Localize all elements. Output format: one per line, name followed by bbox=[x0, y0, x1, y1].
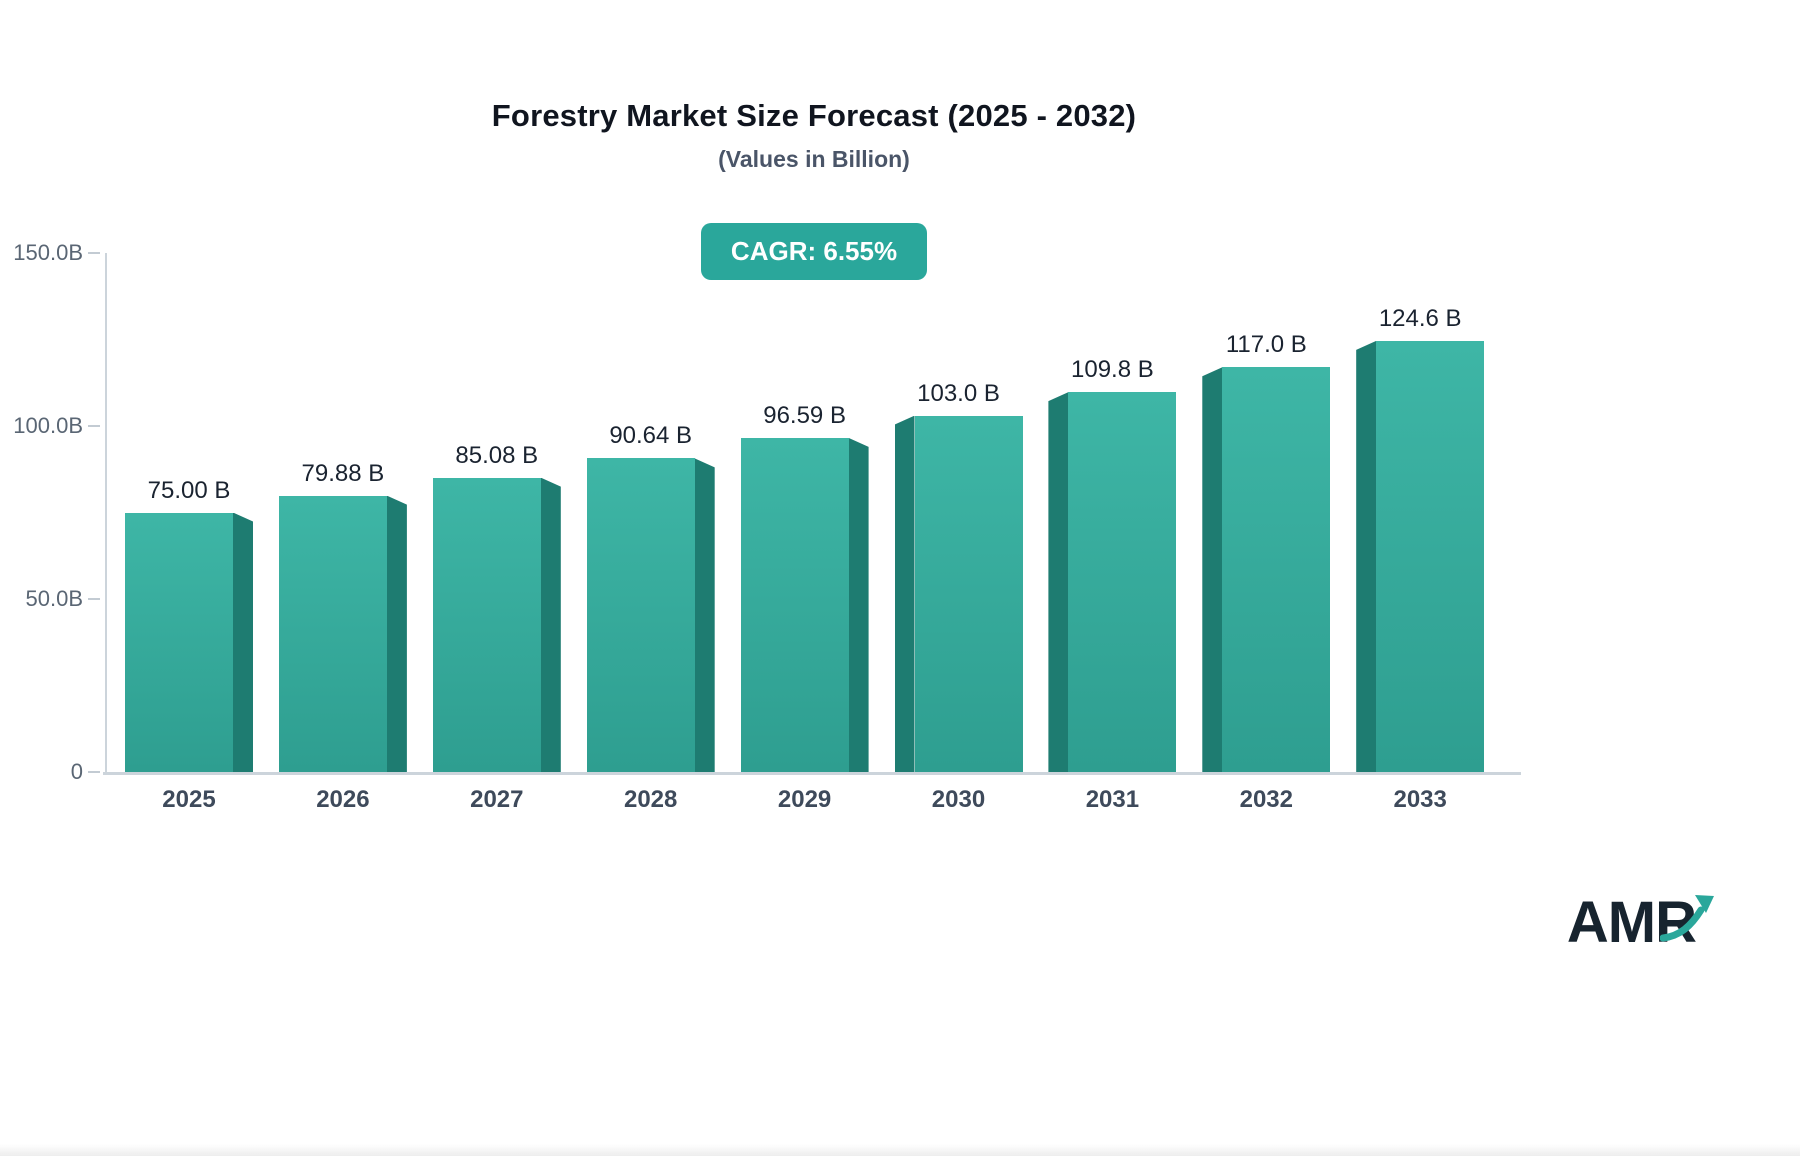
bar-face bbox=[1376, 340, 1485, 772]
badge-row: CAGR: 6.55% bbox=[105, 173, 1523, 280]
chart-title: Forestry Market Size Forecast (2025 - 20… bbox=[491, 98, 1137, 133]
y-axis-tick bbox=[88, 425, 100, 427]
bar-value-label: 85.08 B bbox=[455, 441, 539, 469]
y-axis-tick-label: 150.0B bbox=[13, 240, 83, 265]
bar-value-label: 103.0 B bbox=[917, 379, 1000, 407]
x-axis-label: 2028 bbox=[623, 786, 678, 813]
bar-side-shadow bbox=[1356, 340, 1377, 772]
bar-2031 bbox=[1048, 392, 1177, 772]
bar-face bbox=[1222, 367, 1331, 772]
amr-logo-text: AMR bbox=[1566, 890, 1697, 955]
x-axis-label: 2033 bbox=[1393, 786, 1447, 813]
bar-side-shadow bbox=[894, 415, 915, 772]
y-axis-line bbox=[105, 253, 107, 772]
y-axis-tick-label: 100.0B bbox=[13, 413, 83, 438]
x-axis-label: 2027 bbox=[470, 786, 524, 813]
bar-2025 bbox=[125, 512, 253, 772]
bar-2032 bbox=[1202, 367, 1331, 772]
bar-face bbox=[740, 437, 849, 772]
bar-value-label: 90.64 B bbox=[609, 422, 693, 450]
bar-side-shadow bbox=[540, 477, 561, 772]
y-axis-tick bbox=[88, 252, 100, 254]
y-axis-tick-label: 50.0B bbox=[25, 586, 84, 611]
bar-value-label: 109.8 B bbox=[1071, 356, 1154, 384]
x-axis-label: 2030 bbox=[931, 786, 986, 813]
bar-2030 bbox=[894, 415, 1023, 772]
chart-subtitle: (Values in Billion) bbox=[718, 146, 910, 172]
bar-2027 bbox=[432, 477, 561, 772]
bar-side-shadow bbox=[694, 458, 715, 772]
bar-face bbox=[125, 512, 233, 772]
bar-value-label: 96.59 B bbox=[763, 401, 846, 429]
plot-area: 150.0B 100.0B 50.0B 0 75.00 B 79.88 B 85.08 B… bbox=[13, 240, 1523, 813]
bottom-edge-fade bbox=[0, 1144, 1800, 1156]
bar-side-shadow bbox=[1202, 367, 1223, 772]
bar-face bbox=[432, 477, 541, 772]
bar-face bbox=[278, 495, 387, 772]
x-axis-label: 2029 bbox=[777, 786, 832, 813]
bar-value-label: 117.0 B bbox=[1225, 331, 1307, 359]
bar-value-label: 79.88 B bbox=[301, 459, 385, 487]
x-axis-label: 2026 bbox=[316, 786, 370, 813]
bar-value-label: 75.00 B bbox=[147, 476, 231, 504]
bar-2028 bbox=[586, 458, 715, 772]
bar-side-shadow bbox=[386, 495, 407, 772]
y-axis-ticks-layer: 150.0B 100.0B 50.0B 0 bbox=[13, 240, 1523, 784]
bar-value-label: 124.6 B bbox=[1378, 304, 1462, 332]
bar-side-shadow bbox=[1048, 392, 1069, 772]
y-axis-tick bbox=[88, 771, 100, 773]
bar-2026 bbox=[278, 495, 407, 772]
x-axis-label: 2025 bbox=[162, 786, 216, 813]
cagr-badge-label: CAGR: 6.55% bbox=[730, 236, 898, 266]
x-axis-line bbox=[103, 772, 1521, 775]
bar-face bbox=[914, 415, 1023, 772]
x-axis-label: 2031 bbox=[1085, 786, 1140, 813]
bar-2029 bbox=[740, 437, 869, 772]
bar-side-shadow bbox=[233, 512, 253, 772]
bar-face bbox=[1068, 392, 1177, 772]
bar-face bbox=[586, 458, 695, 772]
amr-logo: AMR bbox=[1567, 894, 1716, 952]
cagr-badge: CAGR: 6.55% bbox=[700, 223, 928, 280]
y-axis-tick bbox=[88, 598, 100, 600]
bar-2033 bbox=[1356, 340, 1485, 772]
bar-side-shadow bbox=[848, 437, 869, 772]
bars-layer: 75.00 B 79.88 B 85.08 B 90.64 B 96.59 B 103.0… bbox=[105, 253, 1523, 772]
x-axis-labels-layer: 2025 2026 2027 2028 2029 2030 2031 2032 2033 bbox=[105, 253, 1523, 813]
chart-header: Forestry Market Size Forecast (2025 - 20… bbox=[105, 94, 1523, 280]
y-axis-tick-label: 0 bbox=[70, 759, 83, 784]
x-axis-label: 2032 bbox=[1239, 786, 1293, 813]
logo-arrow-icon bbox=[1660, 895, 1714, 942]
